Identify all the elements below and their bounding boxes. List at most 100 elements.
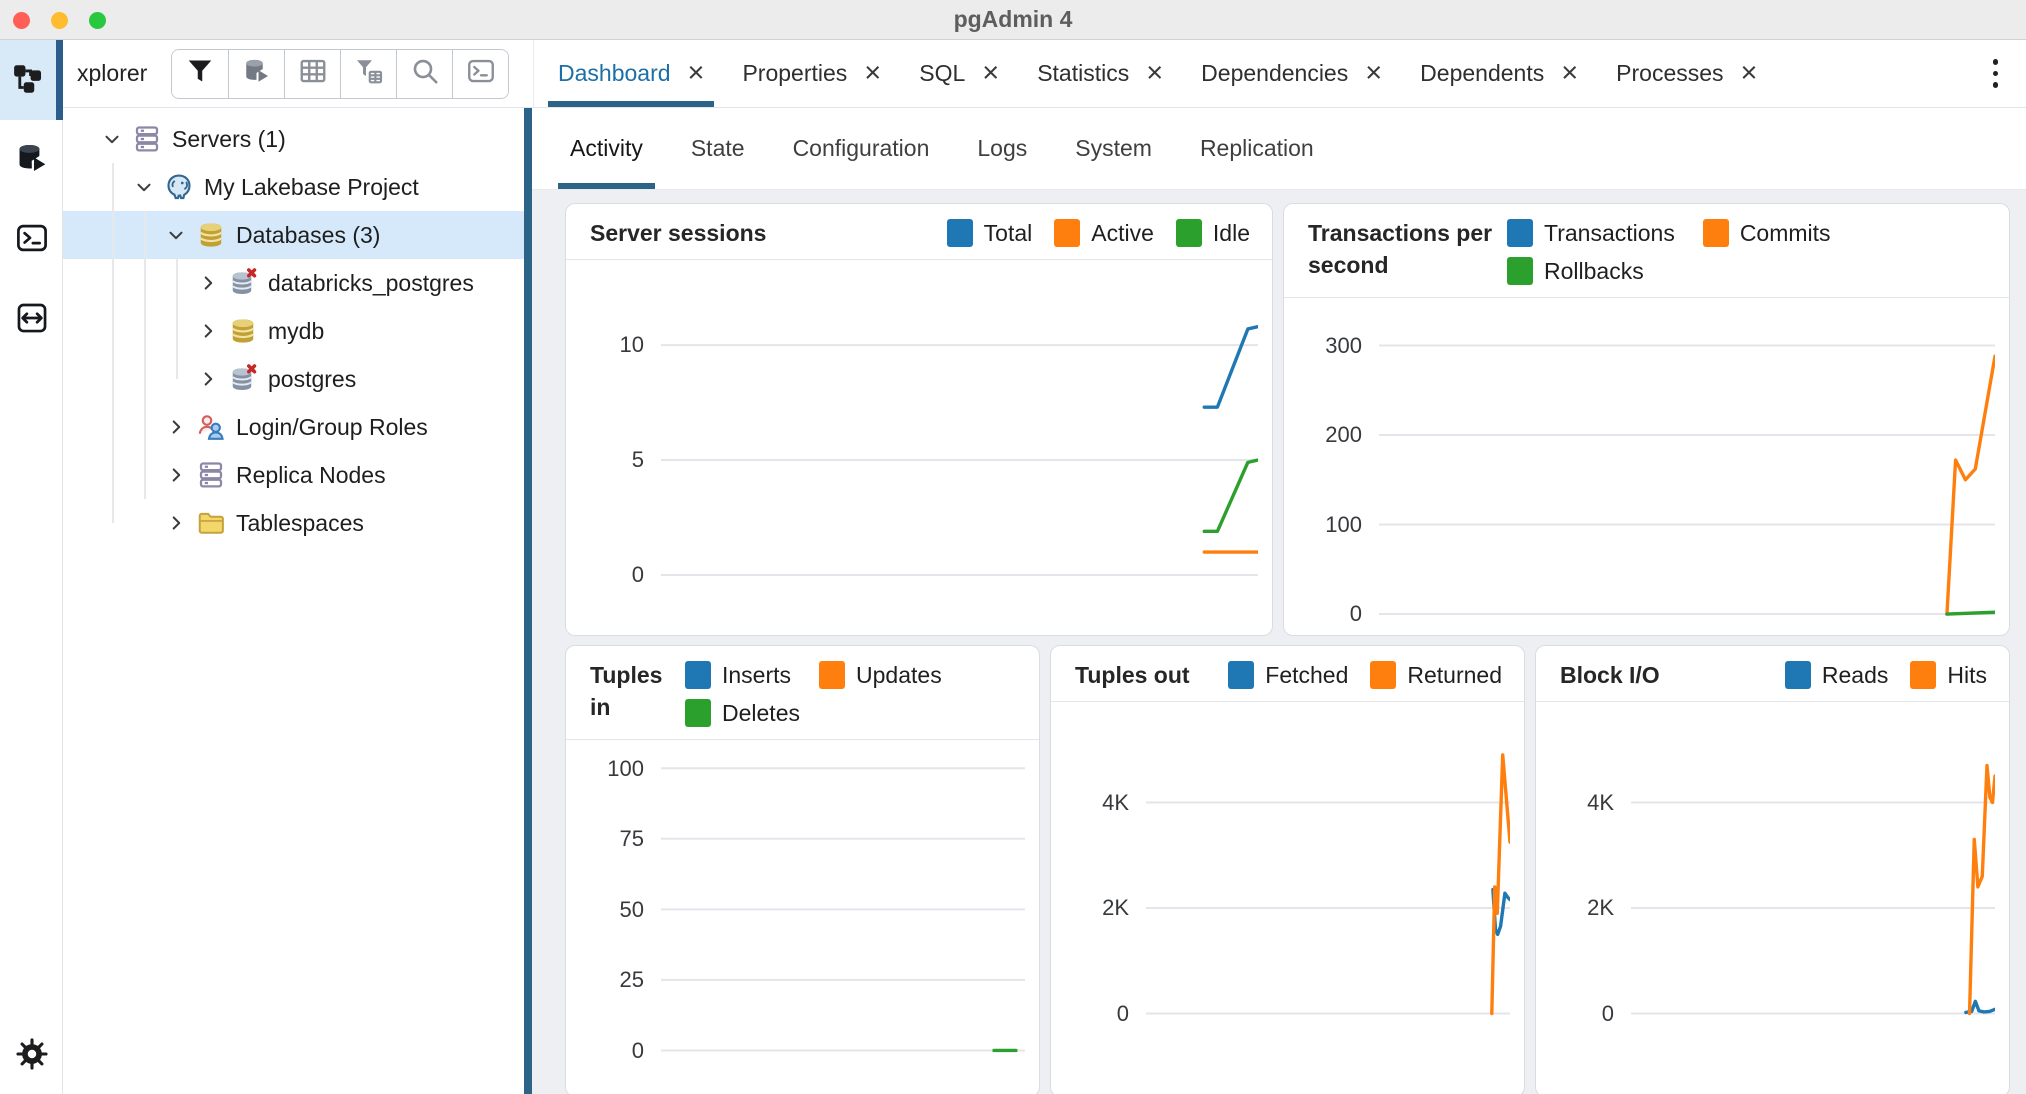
legend-item-reads[interactable]: Reads	[1784, 659, 1888, 691]
tree-item-label: Tablespaces	[236, 509, 364, 536]
legend-item-fetched[interactable]: Fetched	[1228, 659, 1348, 691]
chevron-right-icon[interactable]	[197, 320, 219, 342]
y-tick-label: 0	[1601, 1000, 1614, 1026]
y-axis-labels: 10 5 0	[566, 260, 644, 635]
toolbar-button-search-icon[interactable]	[396, 49, 453, 98]
subtab-system[interactable]: System	[1075, 135, 1152, 161]
tree-item[interactable]: My Lakebase Project	[63, 163, 524, 211]
legend-item-rollbacks[interactable]: Rollbacks	[1507, 255, 1644, 287]
y-tick-label: 0	[1116, 1000, 1129, 1026]
legend-item-transactions[interactable]: Transactions	[1507, 217, 1675, 249]
close-tab-icon[interactable]: ×	[687, 57, 705, 89]
tree-item[interactable]: Databases (3)	[63, 211, 524, 259]
legend-label: Transactions	[1544, 220, 1675, 246]
tab-properties[interactable]: Properties ×	[742, 40, 881, 107]
chevron-right-icon[interactable]	[165, 512, 187, 534]
chevron-right-icon[interactable]	[197, 272, 219, 294]
y-tick-label: 50	[619, 896, 644, 922]
minimize-window-icon[interactable]	[51, 12, 68, 29]
close-tab-icon[interactable]: ×	[982, 57, 1000, 89]
legend-swatch	[1054, 219, 1081, 248]
chevron-right-icon[interactable]	[165, 416, 187, 438]
legend-item-commits[interactable]: Commits	[1702, 217, 1831, 249]
legend-item-inserts[interactable]: Inserts	[685, 659, 791, 691]
kebab-menu-icon[interactable]	[1987, 53, 2005, 94]
toolbar-button-filter-grid-icon[interactable]	[340, 49, 397, 98]
tree-item[interactable]: Tablespaces	[63, 499, 524, 547]
y-tick-label: 300	[1325, 332, 1362, 358]
y-axis-labels: 4K 2K 0	[1536, 702, 1614, 1094]
legend-swatch	[1702, 219, 1729, 248]
tab-label: SQL	[919, 60, 966, 86]
legend-label: Updates	[856, 662, 942, 688]
chevron-down-icon[interactable]	[133, 176, 155, 198]
close-tab-icon[interactable]: ×	[1561, 57, 1579, 89]
settings-button[interactable]	[0, 1026, 63, 1086]
y-tick-label: 0	[631, 1037, 644, 1063]
legend-item-active[interactable]: Active	[1054, 217, 1154, 249]
subtab-state[interactable]: State	[690, 135, 745, 161]
close-window-icon[interactable]	[13, 12, 30, 29]
chart-panel-block-io: Block I/O Reads Hits 4K 2K 0	[1535, 645, 2010, 1094]
object-explorer-header: xplorer	[77, 60, 148, 86]
subtab-logs[interactable]: Logs	[977, 135, 1028, 161]
rail-item-object-explorer-icon[interactable]	[0, 40, 63, 120]
dashboard-main: Activity State Configuration Logs System Repl…	[532, 108, 2026, 1094]
console-icon	[466, 56, 496, 91]
close-tab-icon[interactable]: ×	[1740, 57, 1758, 89]
chart-legend: Total Active Idle	[925, 217, 1250, 249]
tab-dashboard[interactable]: Dashboard ×	[547, 40, 715, 107]
legend-item-idle[interactable]: Idle	[1175, 217, 1250, 249]
close-tab-icon[interactable]: ×	[1146, 57, 1164, 89]
tree-item[interactable]: Login/Group Roles	[63, 403, 524, 451]
tree-item[interactable]: Replica Nodes	[63, 451, 524, 499]
subtab-replication[interactable]: Replication	[1199, 135, 1314, 161]
legend-item-hits[interactable]: Hits	[1910, 659, 1987, 691]
subtab-activity[interactable]: Activity	[558, 108, 655, 189]
close-tab-icon[interactable]: ×	[864, 57, 882, 89]
chevron-down-icon[interactable]	[165, 224, 187, 246]
legend-swatch	[1175, 219, 1202, 248]
tree-item-label: postgres	[268, 365, 357, 392]
chevron-right-icon[interactable]	[165, 464, 187, 486]
chevron-down-icon[interactable]	[101, 128, 123, 150]
close-tab-icon[interactable]: ×	[1365, 57, 1383, 89]
rail-item-database-quick-icon[interactable]	[0, 120, 63, 200]
tree-item-label: databricks_postgres	[268, 269, 474, 296]
toolbar-button-grid-icon[interactable]	[284, 49, 341, 98]
legend-label: Idle	[1212, 220, 1250, 246]
tab-statistics[interactable]: Statistics ×	[1037, 40, 1163, 107]
tab-processes[interactable]: Processes ×	[1616, 40, 1757, 107]
tree-item[interactable]: Servers (1)	[63, 115, 524, 163]
tree-item[interactable]: postgres	[63, 355, 524, 403]
tree-item-label: mydb	[268, 317, 325, 344]
legend-item-total[interactable]: Total	[946, 217, 1032, 249]
legend-swatch	[685, 661, 711, 690]
replica-nodes-icon	[196, 460, 226, 490]
filter-grid-icon	[354, 56, 384, 91]
rail-item-layout-icon[interactable]	[0, 280, 63, 360]
toolbar-button-filter-icon[interactable]	[172, 49, 229, 98]
tree-item[interactable]: mydb	[63, 307, 524, 355]
legend-item-updates[interactable]: Updates	[819, 659, 942, 691]
panel-splitter[interactable]	[524, 108, 532, 1094]
toolbar-button-db-search-icon[interactable]	[228, 49, 285, 98]
chevron-right-icon[interactable]	[197, 368, 219, 390]
toolbar-button-console-icon[interactable]	[452, 49, 509, 98]
legend-item-deletes[interactable]: Deletes	[685, 697, 800, 729]
y-tick-label: 0	[1349, 601, 1362, 627]
rail-item-terminal-icon[interactable]	[0, 200, 63, 280]
tab-label: Processes	[1616, 60, 1724, 86]
object-explorer-tree: Servers (1) My Lakebase Project Databases …	[63, 108, 524, 1094]
subtab-configuration[interactable]: Configuration	[792, 135, 930, 161]
tab-sql[interactable]: SQL ×	[919, 40, 999, 107]
chart-title: Server sessions	[590, 220, 767, 246]
tree-item[interactable]: databricks_postgres	[63, 259, 524, 307]
legend-label: Inserts	[722, 662, 792, 688]
terminal-icon	[15, 221, 49, 260]
tab-dependents[interactable]: Dependents ×	[1420, 40, 1578, 107]
roles-icon	[196, 412, 226, 442]
legend-item-returned[interactable]: Returned	[1370, 659, 1502, 691]
zoom-window-icon[interactable]	[89, 12, 106, 29]
tab-dependencies[interactable]: Dependencies ×	[1201, 40, 1382, 107]
